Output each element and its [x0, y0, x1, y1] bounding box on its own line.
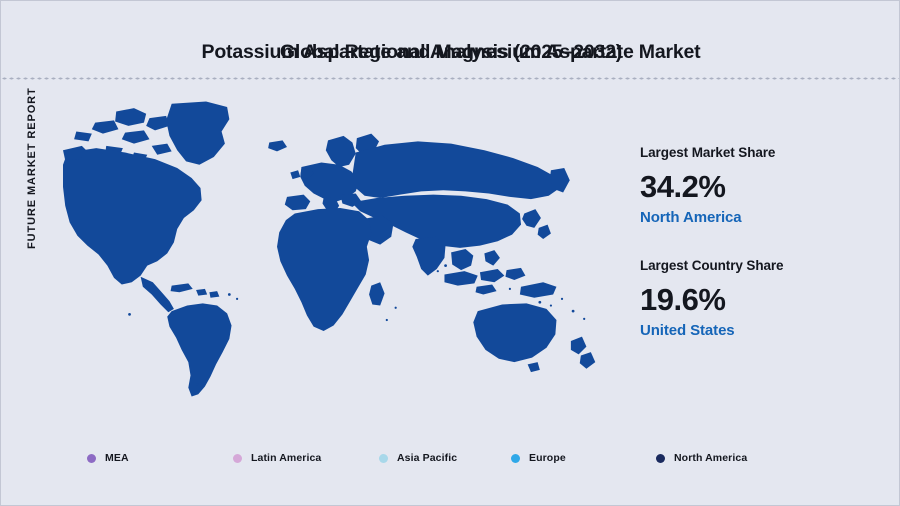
world-map: [63, 99, 623, 399]
stats-panel: Largest Market Share 34.2% North America…: [640, 144, 880, 370]
title-primary: Potassium Aspartate and Magnesium Aspart…: [201, 41, 701, 63]
legend-item-asia-pacific: Asia Pacific: [379, 449, 457, 467]
world-map-svg: [63, 101, 596, 397]
title-secondary: Global Regional Analysis (2025–2032): [279, 41, 623, 63]
legend-label: Latin America: [251, 452, 322, 464]
title-divider: [1, 77, 899, 80]
stat-label: Largest Market Share: [640, 145, 776, 160]
legend-dot-icon: [511, 453, 520, 463]
stat-value: 34.2%: [640, 169, 726, 204]
legend-label: MEA: [105, 452, 129, 464]
stat-largest-market-share: Largest Market Share 34.2% North America: [640, 144, 880, 229]
map-landmasses: [63, 101, 596, 397]
map-legend: MEA Latin America Asia Pacific Europe No…: [87, 449, 787, 467]
legend-dot-icon: [656, 453, 665, 463]
legend-dot-icon: [233, 453, 242, 463]
legend-item-north-america: North America: [656, 449, 747, 467]
brand-vertical-label: FUTURE MARKET REPORT: [26, 87, 38, 249]
legend-dot-icon: [379, 453, 388, 463]
stat-value: 19.6%: [640, 282, 726, 317]
stat-region: United States: [640, 322, 735, 339]
page-title: Potassium Aspartate and Magnesium Aspart…: [1, 37, 899, 69]
legend-dot-icon: [87, 453, 96, 463]
legend-item-mea: MEA: [87, 449, 129, 467]
legend-item-europe: Europe: [511, 449, 566, 467]
stat-region: North America: [640, 209, 742, 226]
stat-label: Largest Country Share: [640, 258, 784, 273]
legend-item-latin-america: Latin America: [233, 449, 321, 467]
stat-largest-country-share: Largest Country Share 19.6% United State…: [640, 257, 880, 342]
legend-label: Asia Pacific: [397, 452, 458, 464]
legend-label: Europe: [529, 452, 566, 464]
legend-label: North America: [674, 452, 748, 464]
